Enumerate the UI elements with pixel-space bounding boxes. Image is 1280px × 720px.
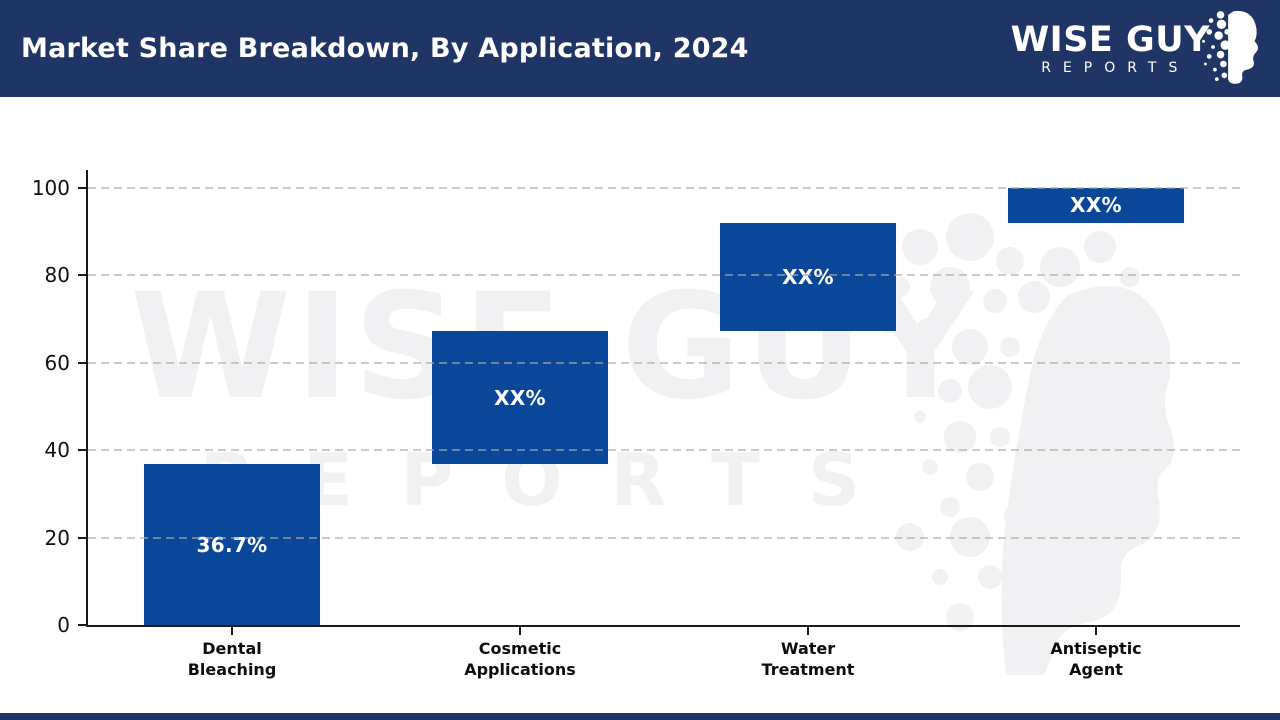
x-axis-tick xyxy=(519,627,521,635)
bar-value-label: XX% xyxy=(494,385,546,410)
bar-value-label: XX% xyxy=(782,264,834,289)
bar-value-label: XX% xyxy=(1070,193,1122,218)
page-title: Market Share Breakdown, By Application, … xyxy=(21,33,749,64)
x-axis-line xyxy=(86,625,1240,627)
y-axis-tick xyxy=(78,449,86,451)
bar-segment: 36.7% xyxy=(144,464,320,625)
x-axis-category-label: Cosmetic Applications xyxy=(464,639,576,679)
y-axis-tick-label: 0 xyxy=(57,613,70,637)
y-axis-tick-label: 20 xyxy=(44,525,70,550)
x-axis-category-label: Dental Bleaching xyxy=(187,639,277,679)
y-axis-tick xyxy=(78,274,86,276)
x-axis-tick xyxy=(807,627,809,635)
y-axis-tick-label: 40 xyxy=(44,438,70,462)
x-axis-category-label: Antiseptic Agent xyxy=(1050,639,1142,679)
y-axis-tick-label: 60 xyxy=(44,350,70,375)
bar-segment: XX% xyxy=(432,331,608,465)
x-axis-tick xyxy=(1095,627,1097,635)
plot-area: 0 20 40 60 80 100 36.7% Dental Bleaching XX% Cosm… xyxy=(32,170,1240,679)
gridline xyxy=(88,449,1240,451)
gridline xyxy=(88,186,1240,189)
y-axis-tick-label: 100 xyxy=(31,175,70,200)
wiseguy-logo: WISE GUY REPORTS xyxy=(1011,8,1264,90)
bar-segment: XX% xyxy=(720,222,896,331)
y-axis-tick xyxy=(78,361,86,364)
logo-subtitle: REPORTS xyxy=(1041,60,1190,76)
wiseguy-face-icon xyxy=(1202,10,1258,84)
x-axis-category-label: Water Treatment xyxy=(761,639,855,679)
y-axis-line xyxy=(86,170,88,627)
header-bar: Market Share Breakdown, By Application, … xyxy=(0,0,1280,97)
gridline xyxy=(88,274,1240,276)
footer-bar xyxy=(0,713,1280,720)
y-axis-tick xyxy=(78,536,86,539)
gridline xyxy=(88,536,1240,539)
y-axis-tick-label: 80 xyxy=(44,263,70,287)
wiseguy-logo-text: WISE GUY REPORTS xyxy=(1011,21,1210,76)
bar-segment: XX% xyxy=(1008,187,1184,223)
logo-wordmark: WISE GUY xyxy=(1010,20,1210,60)
x-axis-tick xyxy=(231,627,233,635)
gridline xyxy=(88,361,1240,364)
y-axis-tick xyxy=(78,624,86,626)
y-axis-tick xyxy=(78,186,86,189)
